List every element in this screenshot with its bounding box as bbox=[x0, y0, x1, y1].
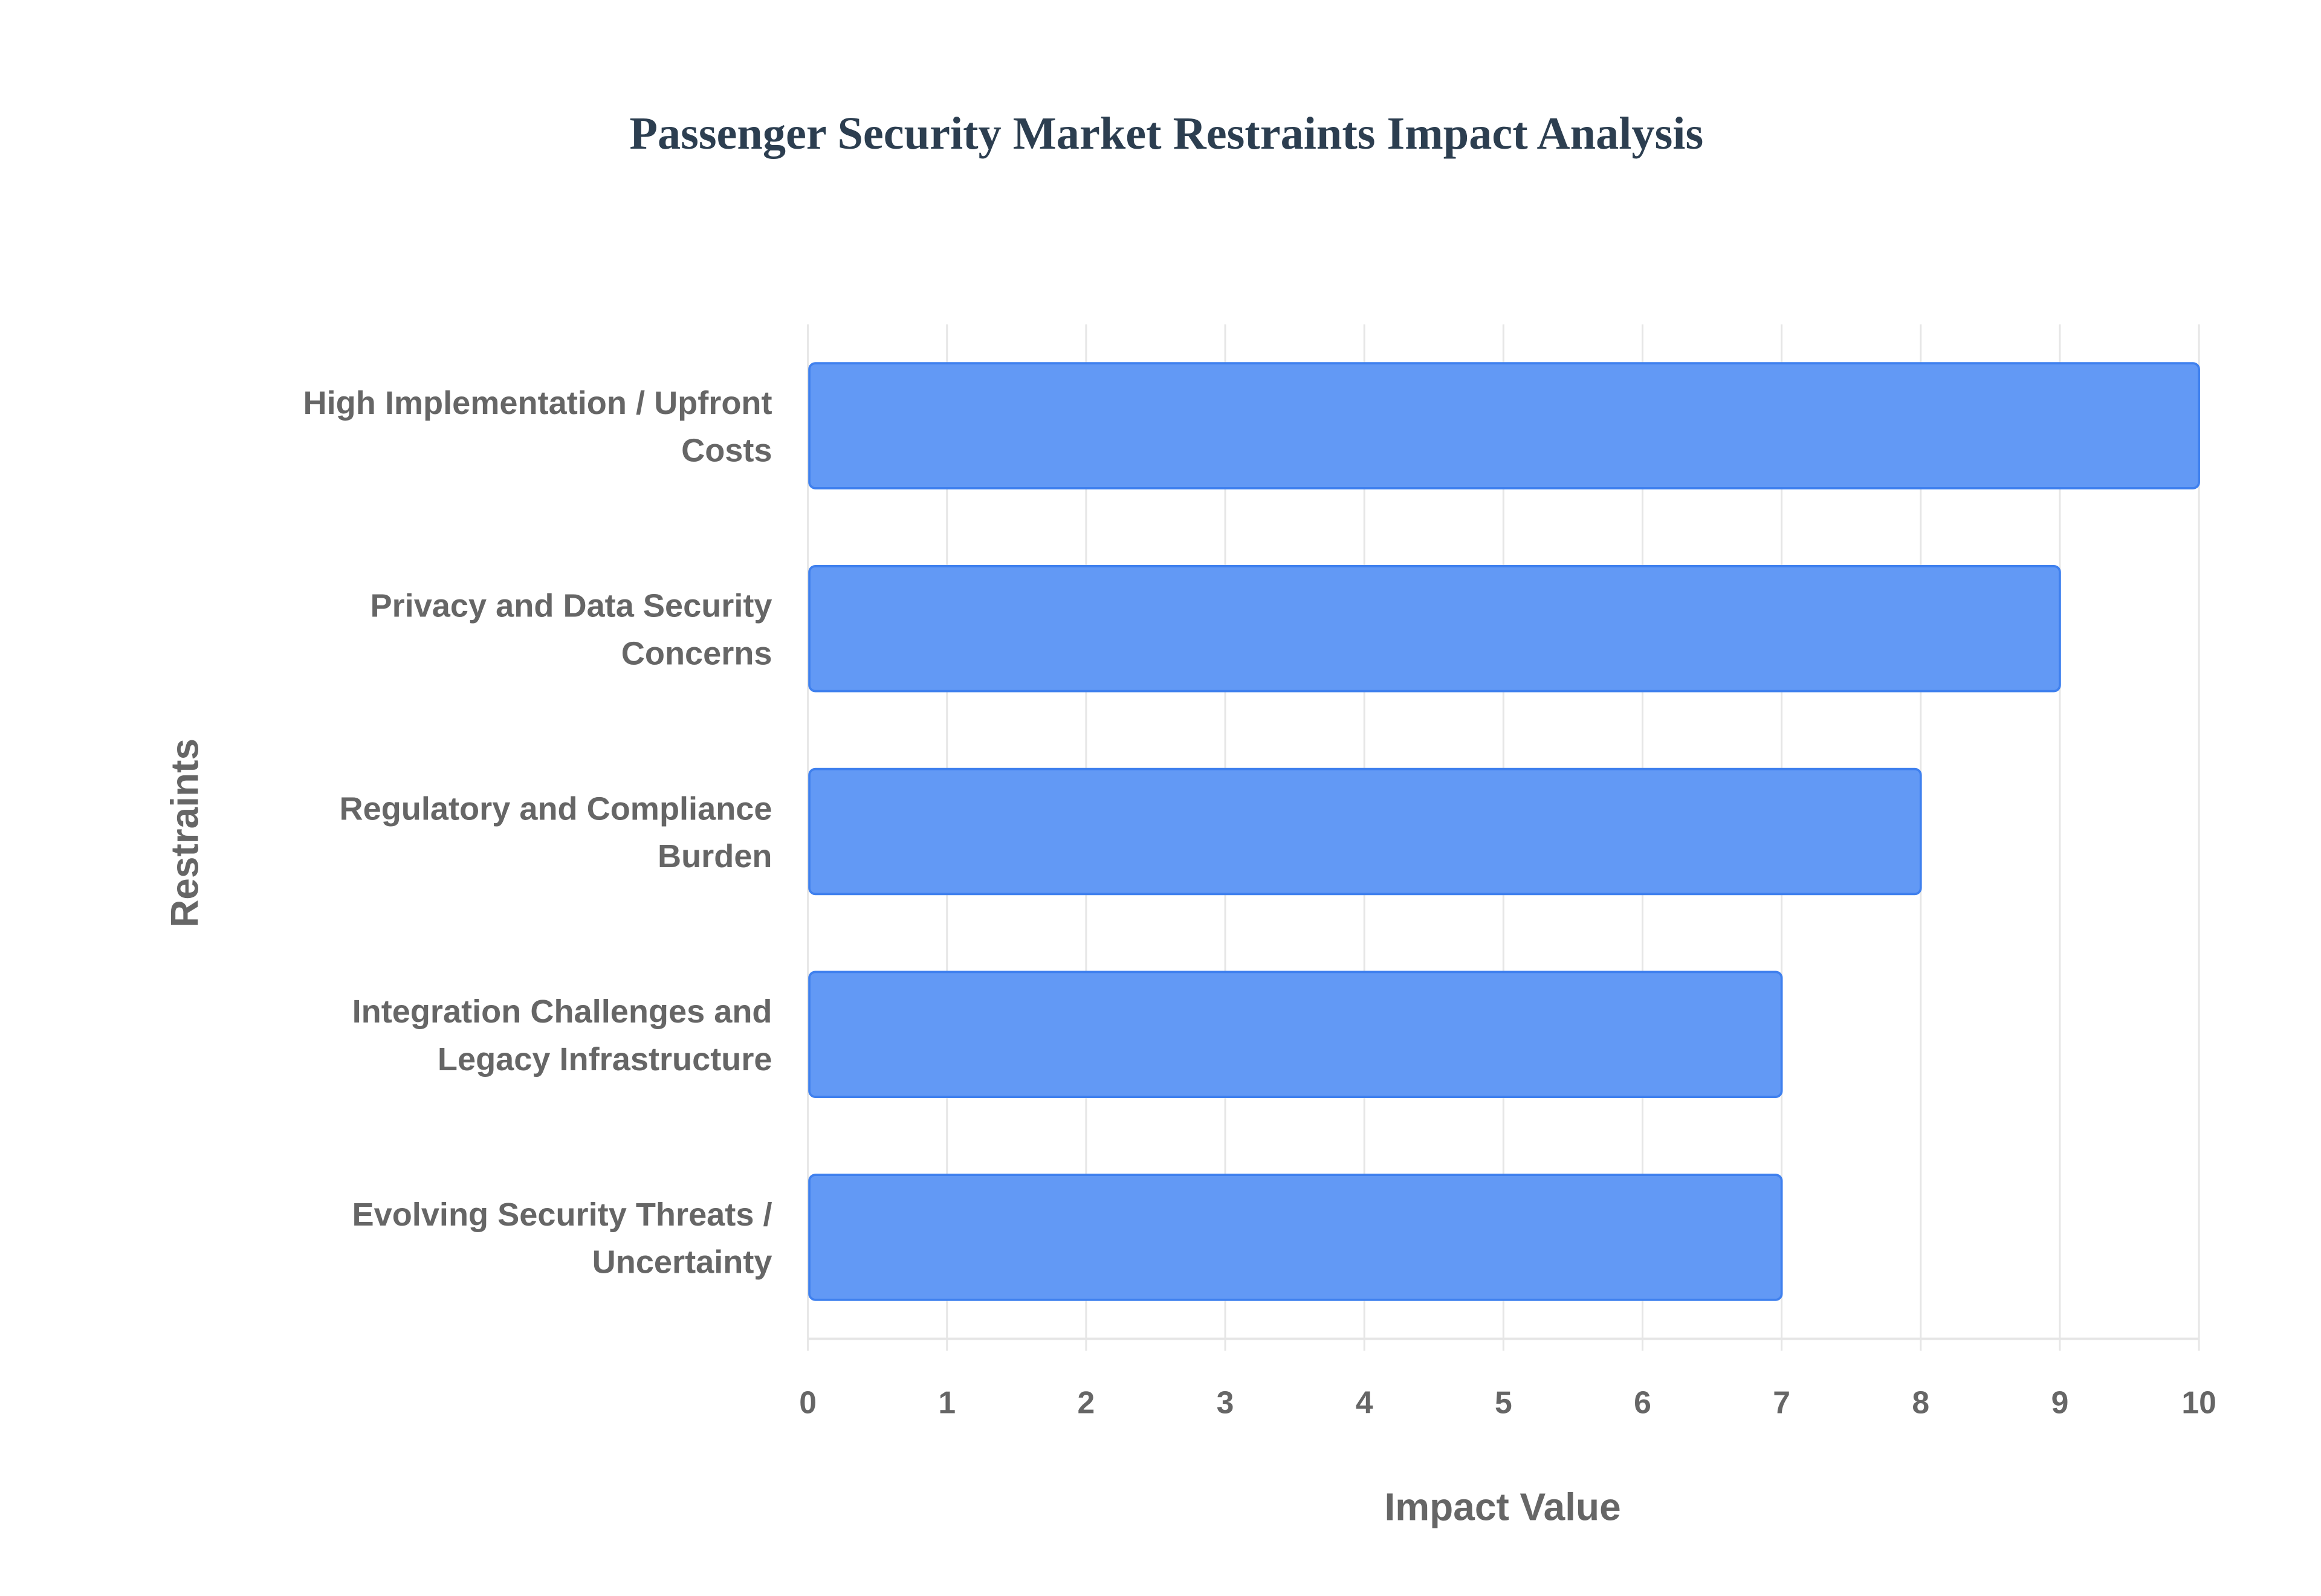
x-tick-label: 9 bbox=[2051, 1384, 2069, 1420]
x-tick-label: 3 bbox=[1217, 1384, 1234, 1420]
x-tick-label: 2 bbox=[1078, 1384, 1095, 1420]
y-category-label: High Implementation / Upfront bbox=[303, 385, 772, 421]
x-tick-label: 6 bbox=[1634, 1384, 1651, 1420]
x-tick-label: 5 bbox=[1495, 1384, 1512, 1420]
y-category-label: Evolving Security Threats / bbox=[352, 1197, 772, 1233]
y-category-label: Uncertainty bbox=[592, 1244, 772, 1281]
x-tick-label: 10 bbox=[2181, 1384, 2216, 1420]
y-category-label: Privacy and Data Security bbox=[370, 588, 772, 624]
x-tick-label: 0 bbox=[799, 1384, 817, 1420]
y-category-label: Legacy Infrastructure bbox=[438, 1041, 772, 1077]
bar bbox=[808, 971, 1783, 1098]
chart-title: Passenger Security Market Restraints Imp… bbox=[629, 107, 1704, 160]
x-tick-label: 1 bbox=[938, 1384, 956, 1420]
x-tick-label: 8 bbox=[1912, 1384, 1929, 1420]
x-tick-label: 4 bbox=[1356, 1384, 1373, 1420]
y-axis-title: Restraints bbox=[163, 738, 206, 928]
y-category-label: Regulatory and Compliance bbox=[340, 790, 772, 827]
bar bbox=[808, 565, 2061, 693]
bar bbox=[808, 362, 2200, 489]
bar bbox=[808, 1174, 1783, 1301]
y-category-label: Concerns bbox=[621, 635, 772, 671]
x-tick-label: 7 bbox=[1773, 1384, 1790, 1420]
y-category-label: Burden bbox=[658, 838, 772, 874]
x-axis-title: Impact Value bbox=[1385, 1485, 1621, 1529]
y-category-label: Costs bbox=[681, 433, 772, 469]
bar bbox=[808, 767, 1922, 896]
y-category-label: Integration Challenges and bbox=[352, 993, 772, 1030]
